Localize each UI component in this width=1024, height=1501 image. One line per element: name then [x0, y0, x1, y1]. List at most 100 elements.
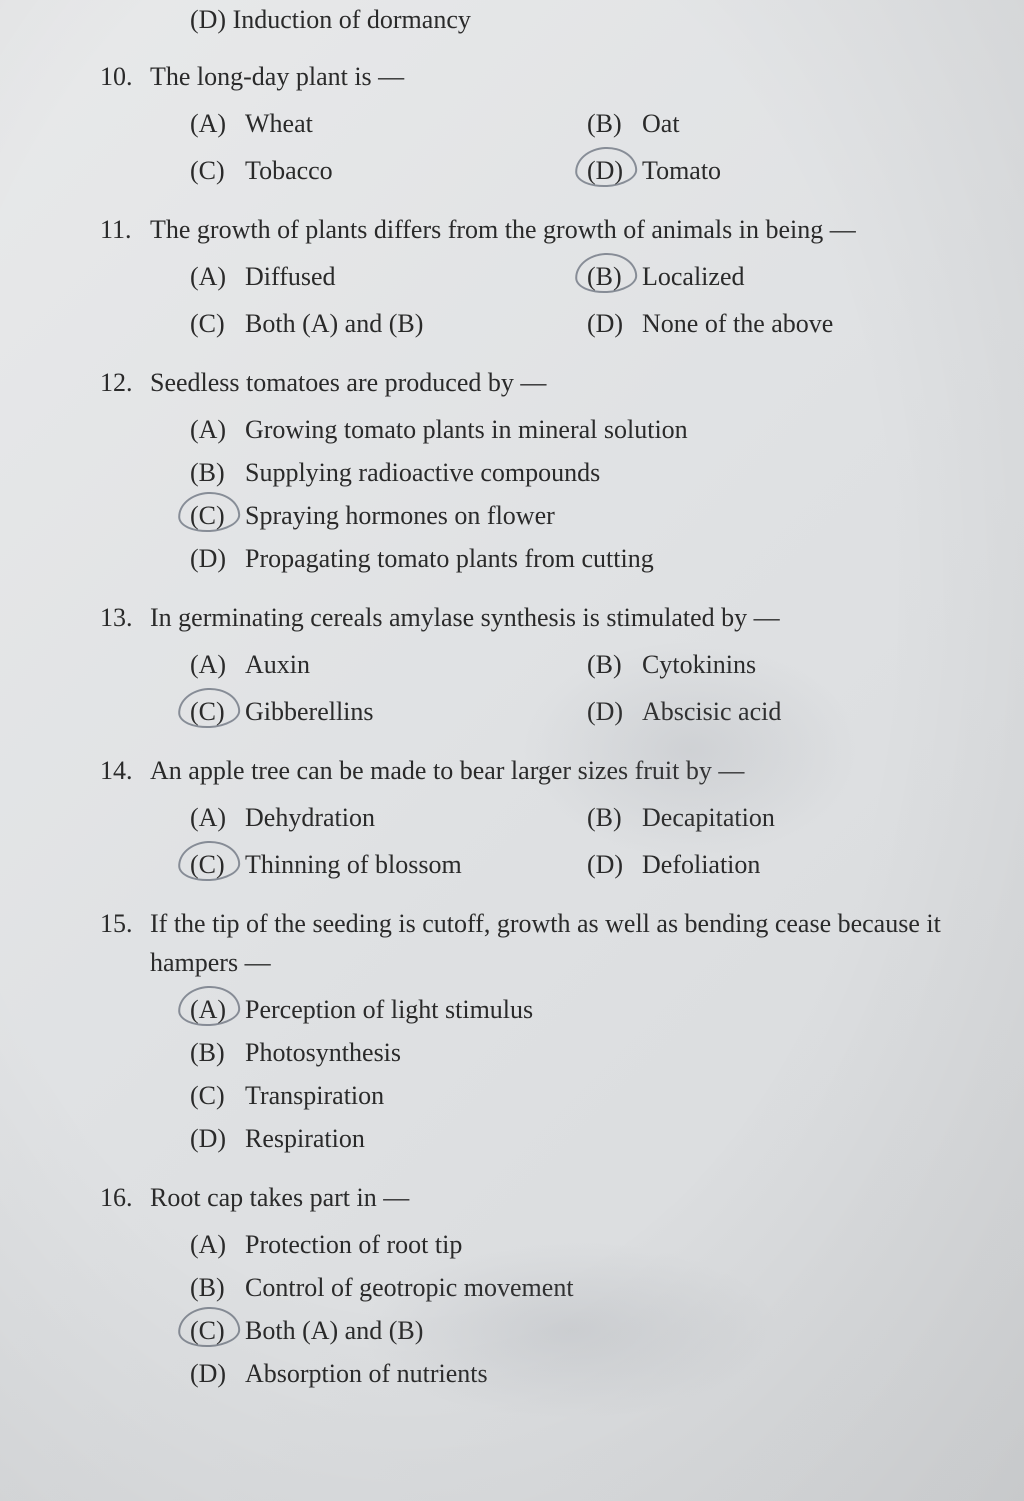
option-label: (A): [190, 990, 245, 1029]
question-text: The long-day plant is —: [150, 57, 984, 96]
option: (A)Dehydration: [190, 796, 587, 839]
option-text: Auxin: [245, 645, 587, 684]
option: (B)Supplying radioactive compounds: [190, 451, 984, 494]
option-label: (A): [190, 257, 245, 296]
option-text: Decapitation: [642, 798, 984, 837]
option-label: (C): [190, 304, 245, 343]
question: 16.Root cap takes part in — (A)Protection…: [100, 1178, 984, 1395]
option-text: Both (A) and (B): [245, 304, 587, 343]
options: (A)Auxin(B)Cytokinins (C)Gibberellins(D)A…: [190, 643, 984, 733]
question-text: In germinating cereals amylase synthesis…: [150, 598, 984, 637]
option: (A)Perception of light stimulus: [190, 988, 984, 1031]
option-text: Abscisic acid: [642, 692, 984, 731]
partial-prev-option: (D) Induction of dormancy: [190, 0, 984, 39]
option-label: (D): [587, 845, 642, 884]
question-stem: 10.The long-day plant is —: [100, 57, 984, 96]
option-label: (B): [190, 1033, 245, 1072]
question: 10.The long-day plant is —(A)Wheat(B)Oat…: [100, 57, 984, 192]
option-text: None of the above: [642, 304, 984, 343]
option-text: Control of geotropic movement: [245, 1268, 984, 1307]
option-label: (D): [190, 1119, 245, 1158]
option: (B)Photosynthesis: [190, 1031, 984, 1074]
options: (A)Diffused(B)Localized(C)Both (A) and (…: [190, 255, 984, 345]
option-text: Growing tomato plants in mineral solutio…: [245, 410, 984, 449]
option-text: Oat: [642, 104, 984, 143]
option: (A)Diffused: [190, 255, 587, 298]
option-label: (B): [587, 257, 642, 296]
question-stem: 15.If the tip of the seeding is cutoff, …: [100, 904, 984, 982]
option-text: Transpiration: [245, 1076, 984, 1115]
option-text: Dehydration: [245, 798, 587, 837]
question-number: 15.: [100, 904, 150, 982]
option-text: Wheat: [245, 104, 587, 143]
option: (A)Wheat: [190, 102, 587, 145]
option-label: (B): [190, 453, 245, 492]
option: (A)Growing tomato plants in mineral solu…: [190, 408, 984, 451]
option-text: Propagating tomato plants from cutting: [245, 539, 984, 578]
question: 14.An apple tree can be made to bear lar…: [100, 751, 984, 886]
question-number: 11.: [100, 210, 150, 249]
opt-text: Induction of dormancy: [233, 5, 471, 34]
option-text: Gibberellins: [245, 692, 587, 731]
questions-list: 10.The long-day plant is —(A)Wheat(B)Oat…: [100, 57, 984, 1395]
option-label: (D): [190, 539, 245, 578]
option-label: (A): [190, 1225, 245, 1264]
question-stem: 11.The growth of plants differs from the…: [100, 210, 984, 249]
option: (C)Thinning of blossom: [190, 843, 587, 886]
question-stem: 14.An apple tree can be made to bear lar…: [100, 751, 984, 790]
option: (B)Cytokinins: [587, 643, 984, 686]
option-label: (A): [190, 104, 245, 143]
option: (D)Respiration: [190, 1117, 984, 1160]
option: (C)Transpiration: [190, 1074, 984, 1117]
option: (A)Protection of root tip: [190, 1223, 984, 1266]
option-text: Protection of root tip: [245, 1225, 984, 1264]
option-label: (B): [587, 798, 642, 837]
option-label: (C): [190, 496, 245, 535]
option-text: Defoliation: [642, 845, 984, 884]
option: (D)Tomato: [587, 149, 984, 192]
option-text: Tobacco: [245, 151, 587, 190]
question-stem: 13.In germinating cereals amylase synthe…: [100, 598, 984, 637]
option: (D)Absorption of nutrients: [190, 1352, 984, 1395]
option-label: (A): [190, 798, 245, 837]
option: (C)Both (A) and (B): [190, 1309, 984, 1352]
options: (A)Dehydration(B)Decapitation (C)Thinning…: [190, 796, 984, 886]
options: (A)Perception of light stimulus(B)Photos…: [190, 988, 984, 1160]
question-number: 14.: [100, 751, 150, 790]
option-label: (D): [190, 1354, 245, 1393]
option: (C)Tobacco: [190, 149, 587, 192]
option-label: (D): [587, 304, 642, 343]
option-text: Tomato: [642, 151, 984, 190]
question-number: 16.: [100, 1178, 150, 1217]
option: (A)Auxin: [190, 643, 587, 686]
question-text: The growth of plants differs from the gr…: [150, 210, 984, 249]
question-text: Root cap takes part in —: [150, 1178, 984, 1217]
option: (C)Spraying hormones on flower: [190, 494, 984, 537]
option-label: (D): [587, 692, 642, 731]
question-number: 10.: [100, 57, 150, 96]
exam-page: (D) Induction of dormancy 10.The long-da…: [0, 0, 1024, 1435]
options: (A)Protection of root tip(B)Control of g…: [190, 1223, 984, 1395]
option: (D)Abscisic acid: [587, 690, 984, 733]
option: (D)Propagating tomato plants from cuttin…: [190, 537, 984, 580]
option-label: (C): [190, 1076, 245, 1115]
question: 13.In germinating cereals amylase synthe…: [100, 598, 984, 733]
question-number: 12.: [100, 363, 150, 402]
option: (B)Localized: [587, 255, 984, 298]
option-label: (D): [587, 151, 642, 190]
option-label: (C): [190, 151, 245, 190]
question: 15.If the tip of the seeding is cutoff, …: [100, 904, 984, 1160]
question: 12.Seedless tomatoes are produced by —(A…: [100, 363, 984, 580]
option-label: (B): [587, 645, 642, 684]
option-label: (C): [190, 692, 245, 731]
question-text: If the tip of the seeding is cutoff, gro…: [150, 904, 984, 982]
option: (C)Both (A) and (B): [190, 302, 587, 345]
option-text: Absorption of nutrients: [245, 1354, 984, 1393]
question-stem: 16.Root cap takes part in —: [100, 1178, 984, 1217]
option-text: Diffused: [245, 257, 587, 296]
options: (A)Growing tomato plants in mineral solu…: [190, 408, 984, 580]
option-text: Supplying radioactive compounds: [245, 453, 984, 492]
option-text: Respiration: [245, 1119, 984, 1158]
option-label: (A): [190, 410, 245, 449]
option: (D)Defoliation: [587, 843, 984, 886]
